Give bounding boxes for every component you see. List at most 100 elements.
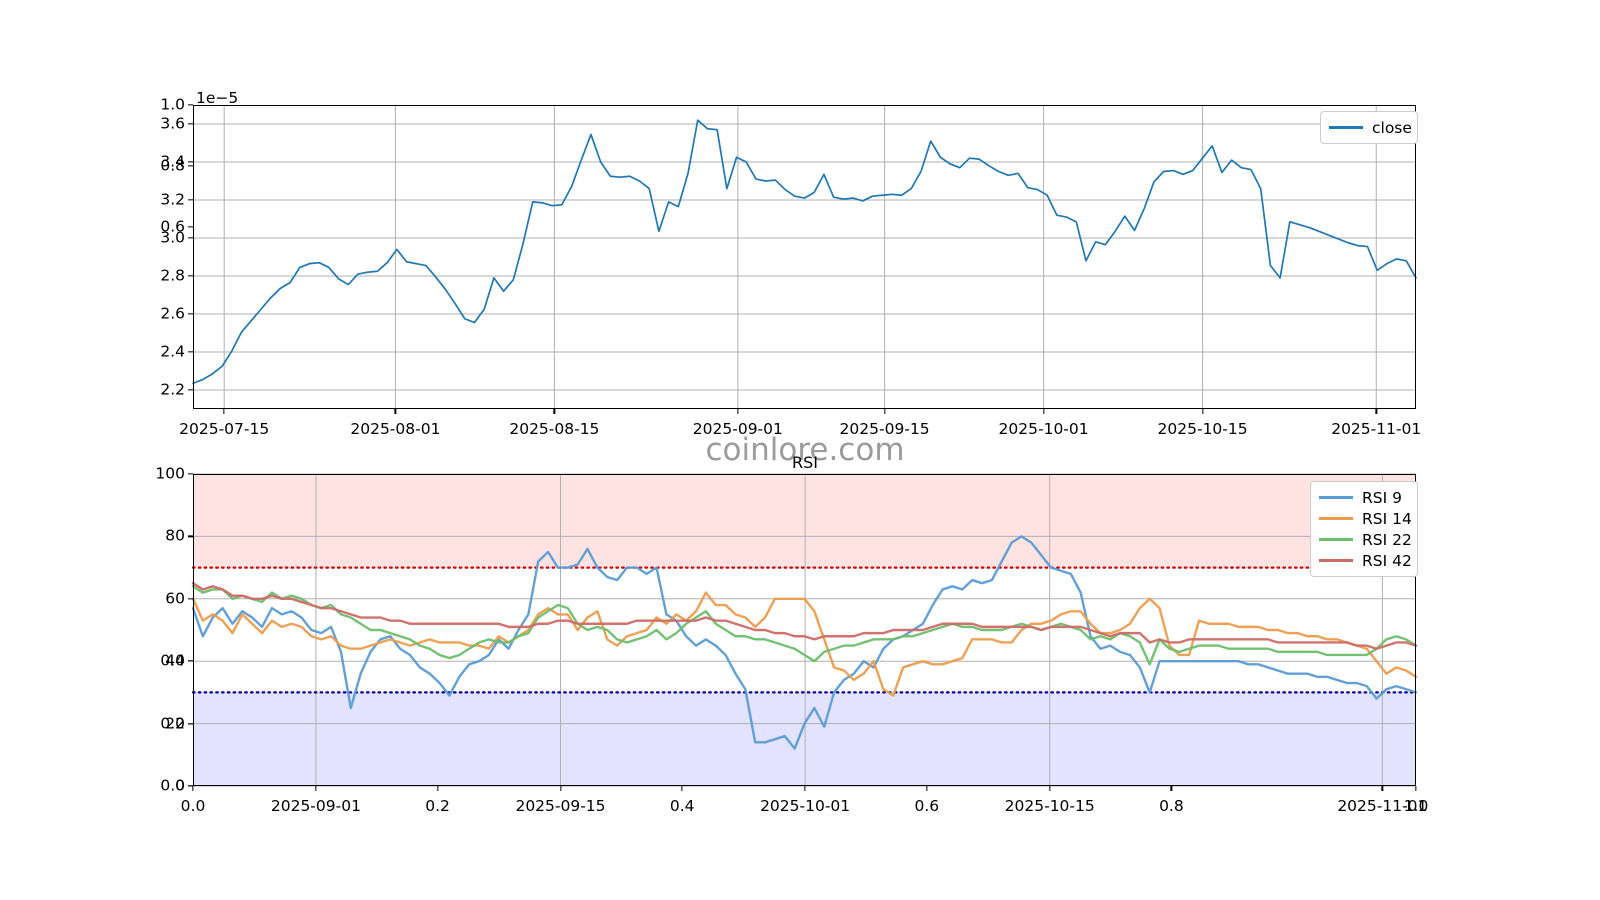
price-ytick-mark-2.2 bbox=[188, 389, 193, 391]
rsi-xtick-overlay-0.6: 0.6 bbox=[914, 797, 940, 815]
price-xtick-mark-2025-09-15 bbox=[883, 409, 886, 414]
legend-item-close[interactable]: close bbox=[1329, 117, 1412, 138]
rsi-xtick-mark-2025-10-01 bbox=[804, 786, 806, 791]
rsi-ytick-overlay-0.2: 0.2 bbox=[160, 713, 185, 732]
price-xtick-2025-10-15: 2025-10-15 bbox=[1157, 420, 1248, 438]
rsi-legend[interactable]: RSI 9 RSI 14 RSI 22 RSI 42 bbox=[1310, 481, 1418, 577]
rsi-ytick-100: 100 bbox=[155, 464, 185, 483]
rsi-xtick-overlay-0.2: 0.2 bbox=[425, 797, 450, 815]
legend-swatch-rsi-9 bbox=[1319, 496, 1353, 499]
legend-label-rsi-22: RSI 22 bbox=[1362, 530, 1412, 549]
price-ytick-3.6: 3.6 bbox=[160, 114, 185, 133]
legend-item-rsi-22[interactable]: RSI 22 bbox=[1319, 529, 1412, 550]
rsi-ytick-overlay-mark-0.2 bbox=[188, 722, 193, 725]
price-ytick-overlay-0.8: 0.8 bbox=[160, 156, 185, 175]
price-ytick-3.2: 3.2 bbox=[160, 190, 185, 209]
rsi-chart-panel bbox=[191, 473, 1418, 787]
rsi-ytick-0: 0 bbox=[175, 776, 185, 795]
rsi-ytick-40: 40 bbox=[165, 651, 185, 670]
rsi-panel-title: RSI bbox=[792, 453, 818, 472]
price-xtick-mark-2025-11-01 bbox=[1375, 409, 1377, 414]
legend-label-close: close bbox=[1372, 118, 1412, 137]
price-xtick-mark-2025-10-15 bbox=[1201, 409, 1204, 414]
price-chart-panel bbox=[192, 105, 1417, 409]
rsi-xtick-overlay-1.0: 1.0 bbox=[1403, 797, 1429, 815]
rsi-ytick-overlay-0.0: 0.0 bbox=[160, 776, 185, 795]
rsi-ytick-overlay-mark-0.4 bbox=[188, 660, 193, 662]
legend-swatch-rsi-22 bbox=[1319, 538, 1353, 541]
price-ytick-2.8: 2.8 bbox=[160, 266, 185, 285]
price-ytick-3.4: 3.4 bbox=[160, 152, 185, 171]
rsi-axes-frame bbox=[193, 474, 1416, 786]
rsi-xtick-overlay-mark-0.0 bbox=[192, 786, 194, 791]
rsi-xtick-overlay-0.4: 0.4 bbox=[669, 797, 695, 815]
legend-item-rsi-14[interactable]: RSI 14 bbox=[1319, 508, 1412, 529]
price-ytick-mark-2.8 bbox=[188, 275, 193, 277]
rsi-xtick-overlay-mark-0.2 bbox=[436, 786, 439, 791]
rsi-ytick-overlay-mark-0.0 bbox=[188, 785, 193, 787]
legend-label-rsi-42: RSI 42 bbox=[1362, 551, 1412, 570]
price-ytick-overlay-mark-1.0 bbox=[188, 104, 193, 106]
price-xtick-mark-2025-08-01 bbox=[394, 409, 397, 414]
rsi-series-rsi-14 bbox=[191, 591, 1418, 697]
price-xtick-2025-07-15: 2025-07-15 bbox=[179, 420, 270, 438]
price-ytick-mark-2.6 bbox=[188, 313, 193, 315]
price-ytick-2.4: 2.4 bbox=[160, 342, 185, 361]
price-plot-area bbox=[192, 105, 1417, 409]
rsi-xtick-mark-2025-09-15 bbox=[559, 786, 562, 791]
price-ytick-mark-3.0 bbox=[188, 237, 193, 239]
price-ytick-2.2: 2.2 bbox=[160, 380, 185, 399]
rsi-ytick-80: 80 bbox=[165, 526, 185, 545]
overbought-zone bbox=[193, 474, 1416, 568]
rsi-xtick-mark-2025-11-01 bbox=[1381, 786, 1384, 791]
rsi-series-rsi-22 bbox=[191, 585, 1418, 666]
rsi-xtick-overlay-0.8: 0.8 bbox=[1159, 797, 1184, 815]
price-ytick-overlay-1.0: 1.0 bbox=[160, 95, 185, 114]
price-ytick-overlay-mark-0.8 bbox=[188, 165, 193, 167]
price-axes-frame bbox=[193, 105, 1416, 409]
price-y-offset-text: 1e−5 bbox=[196, 89, 239, 107]
price-xtick-mark-2025-10-01 bbox=[1042, 409, 1045, 414]
rsi-ytick-mark-60 bbox=[188, 598, 193, 600]
legend-label-rsi-14: RSI 14 bbox=[1362, 509, 1412, 528]
rsi-xtick-overlay-mark-0.6 bbox=[926, 786, 928, 791]
rsi-series-rsi-42 bbox=[191, 582, 1418, 650]
price-ytick-overlay-0.6: 0.6 bbox=[160, 216, 185, 235]
rsi-plot-area bbox=[191, 473, 1418, 787]
price-ytick-mark-3.4 bbox=[188, 161, 193, 163]
price-xtick-2025-10-01: 2025-10-01 bbox=[998, 420, 1089, 438]
oversold-zone bbox=[193, 692, 1416, 786]
rsi-xtick-overlay-mark-0.8 bbox=[1170, 786, 1173, 791]
price-xtick-2025-11-01: 2025-11-01 bbox=[1331, 420, 1422, 438]
legend-item-rsi-42[interactable]: RSI 42 bbox=[1319, 550, 1412, 571]
price-xtick-2025-08-01: 2025-08-01 bbox=[350, 420, 441, 438]
rsi-xtick-2025-11-01: 2025-11-01 bbox=[1337, 797, 1428, 815]
rsi-series-rsi-9 bbox=[191, 535, 1418, 750]
rsi-xtick-2025-09-01: 2025-09-01 bbox=[270, 797, 361, 815]
rsi-xtick-mark-2025-09-01 bbox=[315, 786, 317, 791]
legend-swatch-close bbox=[1329, 126, 1363, 129]
price-ytick-mark-2.4 bbox=[188, 351, 193, 353]
price-legend[interactable]: close bbox=[1320, 111, 1418, 144]
price-xtick-mark-2025-07-15 bbox=[223, 409, 225, 414]
rsi-ytick-mark-100 bbox=[188, 473, 193, 475]
rsi-ytick-overlay-0.4: 0.4 bbox=[160, 651, 185, 670]
price-ytick-overlay-mark-0.6 bbox=[188, 225, 193, 228]
rsi-xtick-2025-10-15: 2025-10-15 bbox=[1004, 797, 1095, 815]
rsi-ytick-60: 60 bbox=[165, 589, 185, 608]
price-ytick-3.0: 3.0 bbox=[160, 228, 185, 247]
rsi-ytick-20: 20 bbox=[165, 713, 185, 732]
price-xtick-2025-09-15: 2025-09-15 bbox=[839, 420, 930, 438]
price-xtick-mark-2025-09-01 bbox=[737, 409, 739, 414]
rsi-xtick-2025-09-15: 2025-09-15 bbox=[515, 797, 606, 815]
price-xtick-2025-08-15: 2025-08-15 bbox=[509, 420, 600, 438]
price-ytick-mark-3.6 bbox=[188, 123, 193, 125]
legend-item-rsi-9[interactable]: RSI 9 bbox=[1319, 487, 1408, 508]
price-ytick-2.6: 2.6 bbox=[160, 304, 185, 323]
price-ytick-mark-3.2 bbox=[188, 199, 193, 201]
rsi-ytick-mark-80 bbox=[188, 535, 193, 538]
price-xtick-2025-09-01: 2025-09-01 bbox=[692, 420, 783, 438]
price-xtick-mark-2025-08-15 bbox=[553, 409, 556, 414]
legend-swatch-rsi-42 bbox=[1319, 559, 1353, 562]
